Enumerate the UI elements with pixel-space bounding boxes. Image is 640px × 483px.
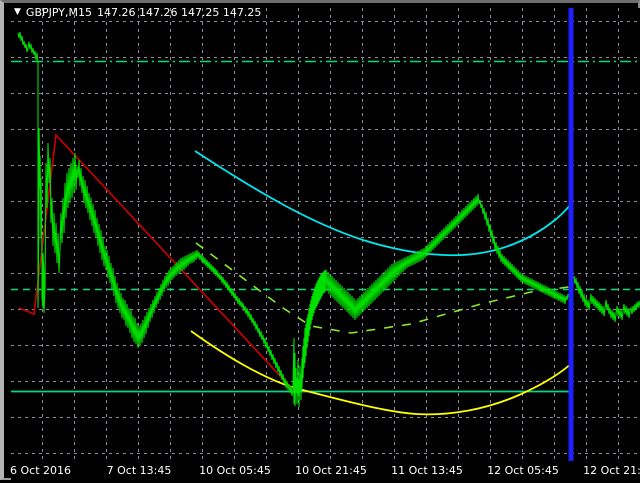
chart-canvas bbox=[11, 8, 640, 461]
lower-parabolic-arc[interactable] bbox=[190, 330, 573, 416]
dashed-channel-line[interactable] bbox=[195, 242, 570, 334]
x-tick-label-6: 12 Oct 21:45 bbox=[583, 464, 640, 477]
x-tick-label-4: 11 Oct 13:45 bbox=[391, 464, 463, 477]
resistance-trendline[interactable] bbox=[18, 133, 297, 394]
x-tick-label-1: 7 Oct 13:45 bbox=[106, 464, 172, 477]
chart-grid bbox=[11, 8, 640, 461]
chart-header: ▼ GBPJPY,M15 147.26 147.26 147.25 147.25 bbox=[14, 5, 261, 19]
x-axis-labels: 6 Oct 2016 7 Oct 13:45 10 Oct 05:45 10 O… bbox=[4, 464, 640, 483]
price-line bbox=[17, 31, 570, 408]
upper-parabolic-arc[interactable] bbox=[194, 150, 574, 257]
x-tick-label-2: 10 Oct 05:45 bbox=[199, 464, 271, 477]
price-line-right bbox=[573, 275, 640, 323]
x-tick-label-3: 10 Oct 21:45 bbox=[295, 464, 367, 477]
chart-plot-area[interactable] bbox=[11, 8, 640, 481]
chart-quote-values: 147.26 147.26 147.25 147.25 bbox=[96, 5, 262, 19]
triangle-down-icon[interactable]: ▼ bbox=[14, 6, 21, 17]
chart-symbol-label: GBPJPY,M15 bbox=[25, 5, 92, 19]
x-tick-label-0: 6 Oct 2016 bbox=[10, 464, 72, 477]
x-tick-label-5: 12 Oct 05:45 bbox=[487, 464, 559, 477]
